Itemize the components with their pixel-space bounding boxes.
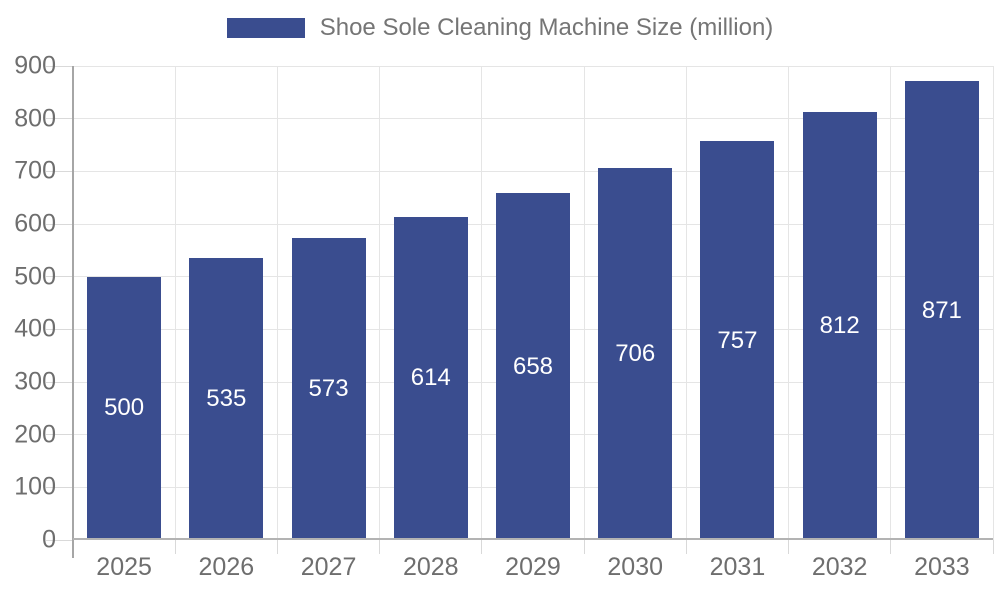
y-axis-tick-label: 600 — [14, 209, 56, 238]
gridline-vertical — [685, 66, 687, 540]
x-axis-tick — [788, 540, 790, 554]
bar-2027[interactable] — [291, 238, 366, 540]
bar-value-label: 871 — [921, 296, 962, 324]
x-axis-tick — [583, 540, 585, 554]
y-axis-tick-label: 400 — [14, 314, 56, 343]
y-axis-tick-label: 800 — [14, 104, 56, 133]
bar-2026[interactable] — [189, 258, 264, 540]
y-axis-tick-label: 100 — [14, 472, 56, 501]
gridline-vertical — [174, 66, 176, 540]
bar-2028[interactable] — [393, 216, 468, 540]
y-axis-tick — [46, 486, 73, 488]
x-axis-tick-label: 2029 — [505, 553, 561, 581]
y-axis-tick — [46, 539, 73, 541]
x-axis-tick-label: 2032 — [811, 553, 868, 581]
legend-item[interactable]: Shoe Sole Cleaning Machine Size (million… — [0, 14, 1000, 42]
bar-value-label: 535 — [206, 385, 247, 413]
bar-2030[interactable] — [598, 168, 673, 540]
y-axis-tick — [46, 276, 73, 278]
y-axis-line — [72, 66, 74, 558]
gridline-vertical — [276, 66, 278, 540]
x-axis-tick — [174, 540, 176, 554]
x-axis-tick-label: 2028 — [402, 553, 459, 581]
y-axis-tick-label: 900 — [14, 51, 56, 80]
x-axis-tick — [276, 540, 278, 554]
gridline-vertical — [992, 66, 994, 540]
gridline-horizontal — [73, 170, 993, 172]
bar-2033[interactable] — [904, 81, 979, 540]
bar-value-label: 757 — [717, 326, 758, 354]
x-axis-tick — [481, 540, 483, 554]
y-axis-tick — [46, 118, 73, 120]
bar-2025[interactable] — [87, 276, 162, 540]
gridline-vertical — [890, 66, 892, 540]
bar-2029[interactable] — [496, 193, 570, 540]
bar-value-label: 812 — [819, 312, 860, 340]
x-axis-line — [73, 538, 993, 540]
y-axis-tick-label: 300 — [14, 367, 56, 396]
y-axis-tick — [46, 223, 73, 225]
y-axis-tick-label: 0 — [42, 525, 56, 554]
y-axis-tick-label: 500 — [14, 262, 56, 291]
plot-area: 0 100 200 300 400 500 600 700 800 900 500 2025 535 20… — [14, 53, 994, 581]
x-axis-tick — [379, 540, 381, 554]
y-axis-tick — [46, 434, 73, 436]
bar-2032[interactable] — [802, 112, 877, 540]
x-axis-tick-label: 2026 — [198, 553, 255, 581]
y-axis-tick — [46, 381, 73, 383]
y-axis-tick-label: 200 — [14, 420, 56, 449]
x-axis-tick-label: 2033 — [914, 553, 970, 581]
gridline-vertical — [583, 66, 585, 540]
x-axis-tick-label: 2030 — [607, 553, 664, 581]
gridline-vertical — [379, 66, 381, 540]
bar-value-label: 658 — [512, 352, 554, 380]
x-axis-tick — [890, 540, 892, 554]
bar-value-label: 706 — [615, 340, 656, 368]
legend-label: Shoe Sole Cleaning Machine Size (million… — [319, 14, 774, 41]
x-axis-tick — [992, 540, 994, 554]
x-axis-tick-label: 2027 — [300, 553, 357, 581]
gridline-vertical — [481, 66, 483, 540]
y-axis-tick — [46, 170, 73, 172]
x-axis-tick-label: 2031 — [709, 553, 766, 581]
bar-value-label: 500 — [104, 394, 145, 422]
gridline-horizontal — [73, 65, 993, 67]
gridline-vertical — [788, 66, 790, 540]
y-axis-tick — [46, 65, 73, 67]
legend-swatch-icon — [226, 18, 305, 38]
y-axis-tick-label: 700 — [14, 156, 56, 185]
bar-value-label: 614 — [410, 364, 451, 392]
y-axis-tick — [46, 328, 73, 330]
x-axis-tick-label: 2025 — [96, 553, 152, 581]
gridline-horizontal — [73, 118, 993, 120]
bar-2031[interactable] — [700, 141, 775, 540]
x-axis-tick — [685, 540, 687, 554]
bar-value-label: 573 — [308, 375, 349, 403]
